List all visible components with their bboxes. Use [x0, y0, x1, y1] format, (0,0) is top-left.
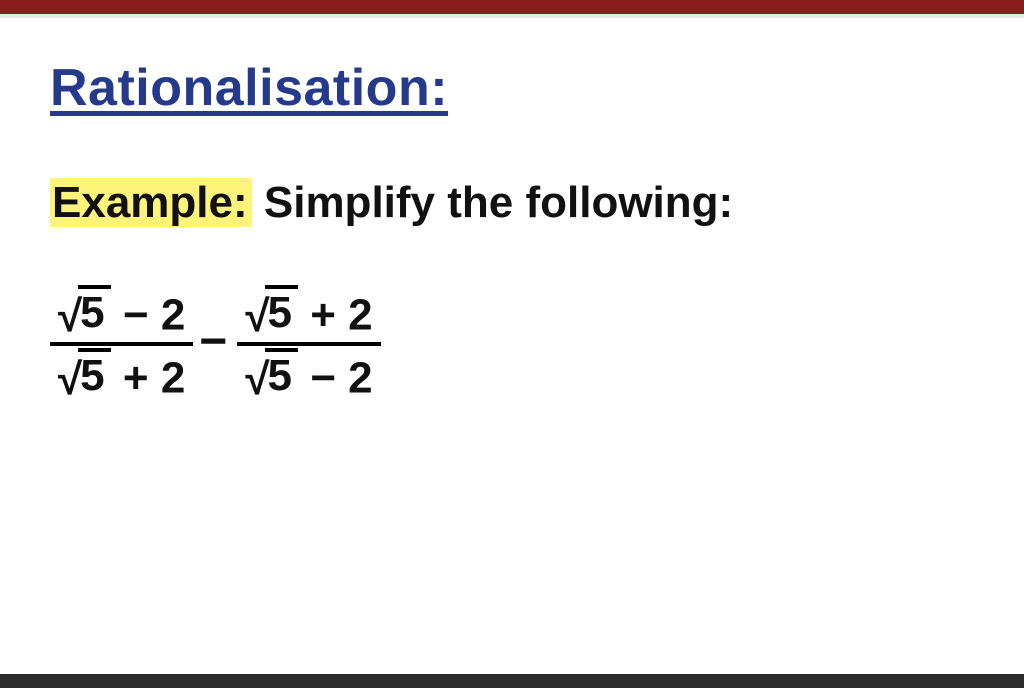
example-line: Example: Simplify the following: — [50, 178, 974, 228]
operator: − — [123, 290, 149, 339]
sqrt-icon: √ 5 — [245, 348, 298, 400]
fraction-1: √ 5 − 2 √ 5 + 2 — [50, 283, 193, 405]
constant: 2 — [161, 353, 185, 402]
sqrt-icon: √ 5 — [245, 285, 298, 337]
radical-symbol: √ — [58, 358, 82, 402]
constant: 2 — [348, 290, 372, 339]
fraction-1-numerator: √ 5 − 2 — [50, 283, 193, 342]
fraction-1-denominator: √ 5 + 2 — [50, 346, 193, 405]
radicand: 5 — [265, 348, 297, 400]
radical-symbol: √ — [245, 358, 269, 402]
example-text: Simplify the following: — [252, 178, 734, 227]
radicand: 5 — [78, 348, 110, 400]
fraction-2-denominator: √ 5 − 2 — [237, 346, 380, 405]
fraction-2: √ 5 + 2 √ 5 − 2 — [237, 283, 380, 405]
page-title: Rationalisation: — [50, 58, 974, 118]
sqrt-icon: √ 5 — [58, 285, 111, 337]
operator: − — [310, 353, 336, 402]
top-bar — [0, 0, 1024, 14]
radical-symbol: √ — [58, 295, 82, 339]
radicand: 5 — [265, 285, 297, 337]
page: Rationalisation: Example: Simplify the f… — [0, 14, 1024, 674]
frame: Rationalisation: Example: Simplify the f… — [0, 0, 1024, 688]
constant: 2 — [348, 353, 372, 402]
radical-symbol: √ — [245, 295, 269, 339]
fraction-2-numerator: √ 5 + 2 — [237, 283, 380, 342]
middle-operator: − — [193, 314, 237, 369]
constant: 2 — [161, 290, 185, 339]
operator: + — [123, 353, 149, 402]
example-label: Example: — [50, 178, 252, 227]
math-expression: √ 5 − 2 √ 5 + 2 − — [50, 283, 974, 405]
operator: + — [310, 290, 336, 339]
radicand: 5 — [78, 285, 110, 337]
sqrt-icon: √ 5 — [58, 348, 111, 400]
